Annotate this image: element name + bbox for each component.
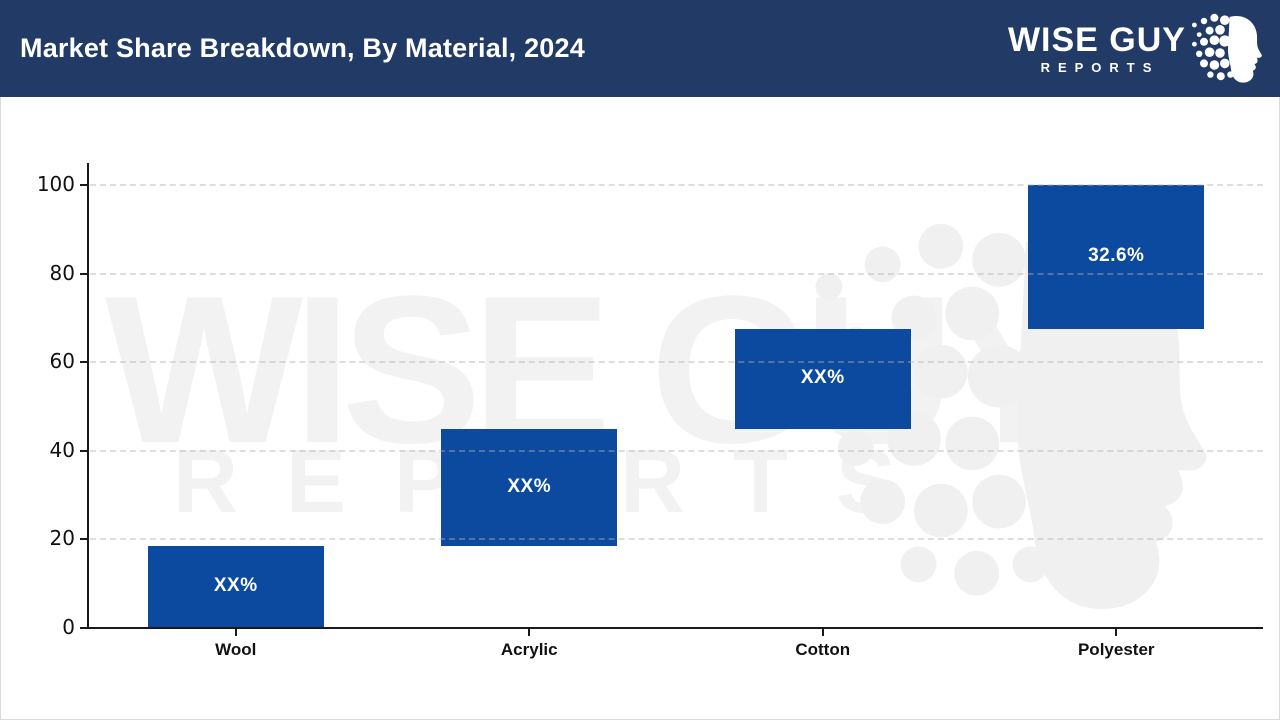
- x-tick-label-acrylic: Acrylic: [500, 640, 558, 659]
- y-tick-mark-20: [80, 538, 89, 541]
- x-tick-mark-cotton: [821, 627, 824, 636]
- y-tick-mark-60: [80, 361, 89, 364]
- y-tick-label-0: 0: [62, 615, 75, 639]
- gridline-20: [90, 538, 1263, 541]
- y-axis-line: [87, 163, 89, 629]
- y-tick-mark-0: [80, 627, 89, 629]
- y-tick-label-60: 60: [49, 349, 75, 374]
- y-tick-mark-100: [80, 184, 89, 186]
- gridline-80: [90, 272, 1263, 275]
- bar-polyester: [1028, 185, 1205, 330]
- brand-logo-text: WISE GUY REPORTS: [1008, 23, 1186, 74]
- gridline-40: [90, 449, 1263, 452]
- x-tick-label-wool: Wool: [215, 640, 257, 659]
- x-axis-line: [87, 627, 1263, 629]
- bar-acrylic: [441, 429, 618, 547]
- gridline-60: [90, 361, 1263, 364]
- x-tick-mark-polyester: [1115, 627, 1118, 636]
- y-tick-label-40: 40: [49, 437, 75, 462]
- bar-cotton: [734, 329, 911, 430]
- bar-label-polyester: 32.6%: [1088, 245, 1145, 267]
- header: Market Share Breakdown, By Material, 202…: [0, 0, 1280, 97]
- bar-wool: [147, 546, 324, 628]
- watermark-head-graphic: [815, 223, 1207, 610]
- brand-head-icon: [1192, 13, 1262, 83]
- x-tick-label-cotton: Cotton: [795, 640, 851, 659]
- gridline-100: [90, 184, 1263, 186]
- brand-subname: REPORTS: [1040, 60, 1160, 75]
- brand-logo: WISE GUY REPORTS: [1008, 7, 1268, 91]
- y-tick-mark-80: [80, 272, 89, 275]
- page-title: Market Share Breakdown, By Material, 202…: [20, 33, 585, 63]
- bar-label-wool: XX%: [213, 575, 258, 597]
- y-tick-label-80: 80: [49, 260, 75, 285]
- x-tick-label-polyester: Polyester: [1077, 640, 1155, 659]
- x-tick-mark-wool: [234, 627, 237, 636]
- y-tick-label-20: 20: [49, 526, 75, 551]
- chart-area: WISE GUY REPORTS 020406080100XX%XX%XX%32…: [0, 97, 1280, 720]
- bar-label-cotton: XX%: [800, 367, 845, 389]
- bar-label-acrylic: XX%: [507, 475, 552, 497]
- y-tick-label-100: 100: [36, 172, 75, 196]
- y-tick-mark-40: [80, 449, 89, 452]
- brand-name: WISE GUY: [1007, 21, 1186, 59]
- x-tick-mark-acrylic: [528, 627, 531, 636]
